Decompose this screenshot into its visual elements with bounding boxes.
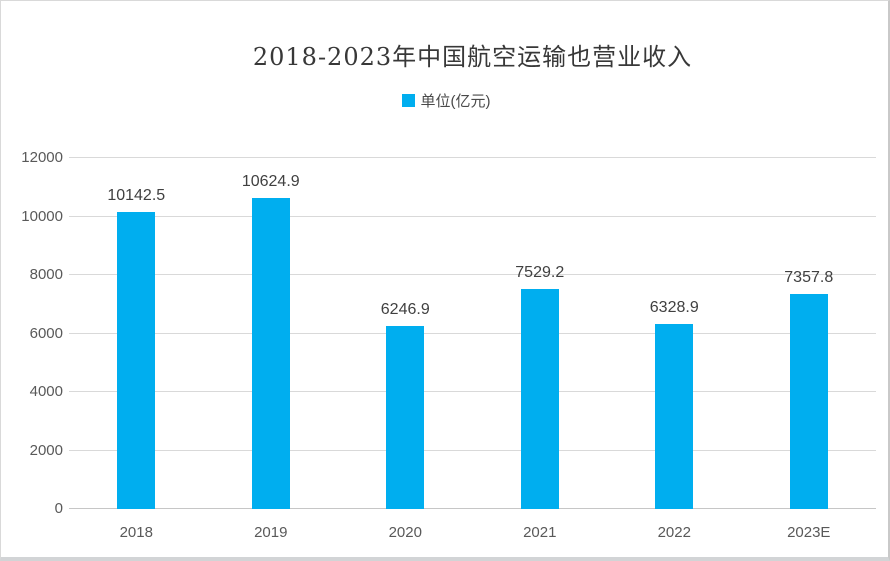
plot-area: 10142.5 10624.9 6246.9 7529.2 6328.9 7357.8: [69, 157, 876, 509]
gridline: [69, 215, 876, 217]
x-tick-label: 2019: [254, 524, 288, 541]
y-tick-label: 12000: [21, 149, 63, 166]
y-tick-label: 0: [54, 500, 63, 517]
x-axis-line: [69, 508, 876, 509]
gridline: [69, 274, 876, 275]
bar-2021: [520, 288, 559, 509]
bar-value-label: 10624.9: [241, 173, 300, 191]
x-tick-label: 2020: [388, 524, 422, 541]
y-tick-label: 6000: [29, 324, 63, 342]
bar-2018: [117, 212, 156, 509]
bar-value-label: 7357.8: [784, 268, 834, 286]
gridline: [69, 391, 876, 392]
x-tick-label: 2018: [119, 524, 153, 541]
chart-title: 2018-2023年中国航空运输也营业收入: [252, 43, 693, 71]
x-tick-label: 2021: [523, 524, 557, 541]
gridline: [69, 449, 876, 451]
bar-value-label: 6246.9: [380, 301, 430, 319]
y-tick-label: 10000: [21, 207, 63, 225]
bar-value-label: 10142.5: [107, 187, 166, 205]
legend: 单位(亿元): [1, 90, 888, 111]
gridline: [69, 332, 876, 334]
legend-swatch-icon: [401, 94, 415, 107]
gridline: [69, 157, 876, 158]
bar-2019: [251, 198, 290, 509]
bar-2023E: [789, 293, 828, 509]
y-tick-label: 2000: [29, 441, 63, 459]
x-tick-label: 2022: [657, 524, 691, 541]
y-tick-label: 4000: [29, 383, 63, 400]
bar-value-label: 6328.9: [649, 298, 699, 316]
x-tick-label: 2023E: [787, 524, 831, 541]
bar-2020: [386, 326, 425, 509]
y-tick-label: 8000: [29, 266, 63, 283]
legend-label: 单位(亿元): [420, 93, 491, 110]
bar-2022: [655, 323, 694, 509]
bar-value-label: 7529.2: [515, 263, 565, 281]
